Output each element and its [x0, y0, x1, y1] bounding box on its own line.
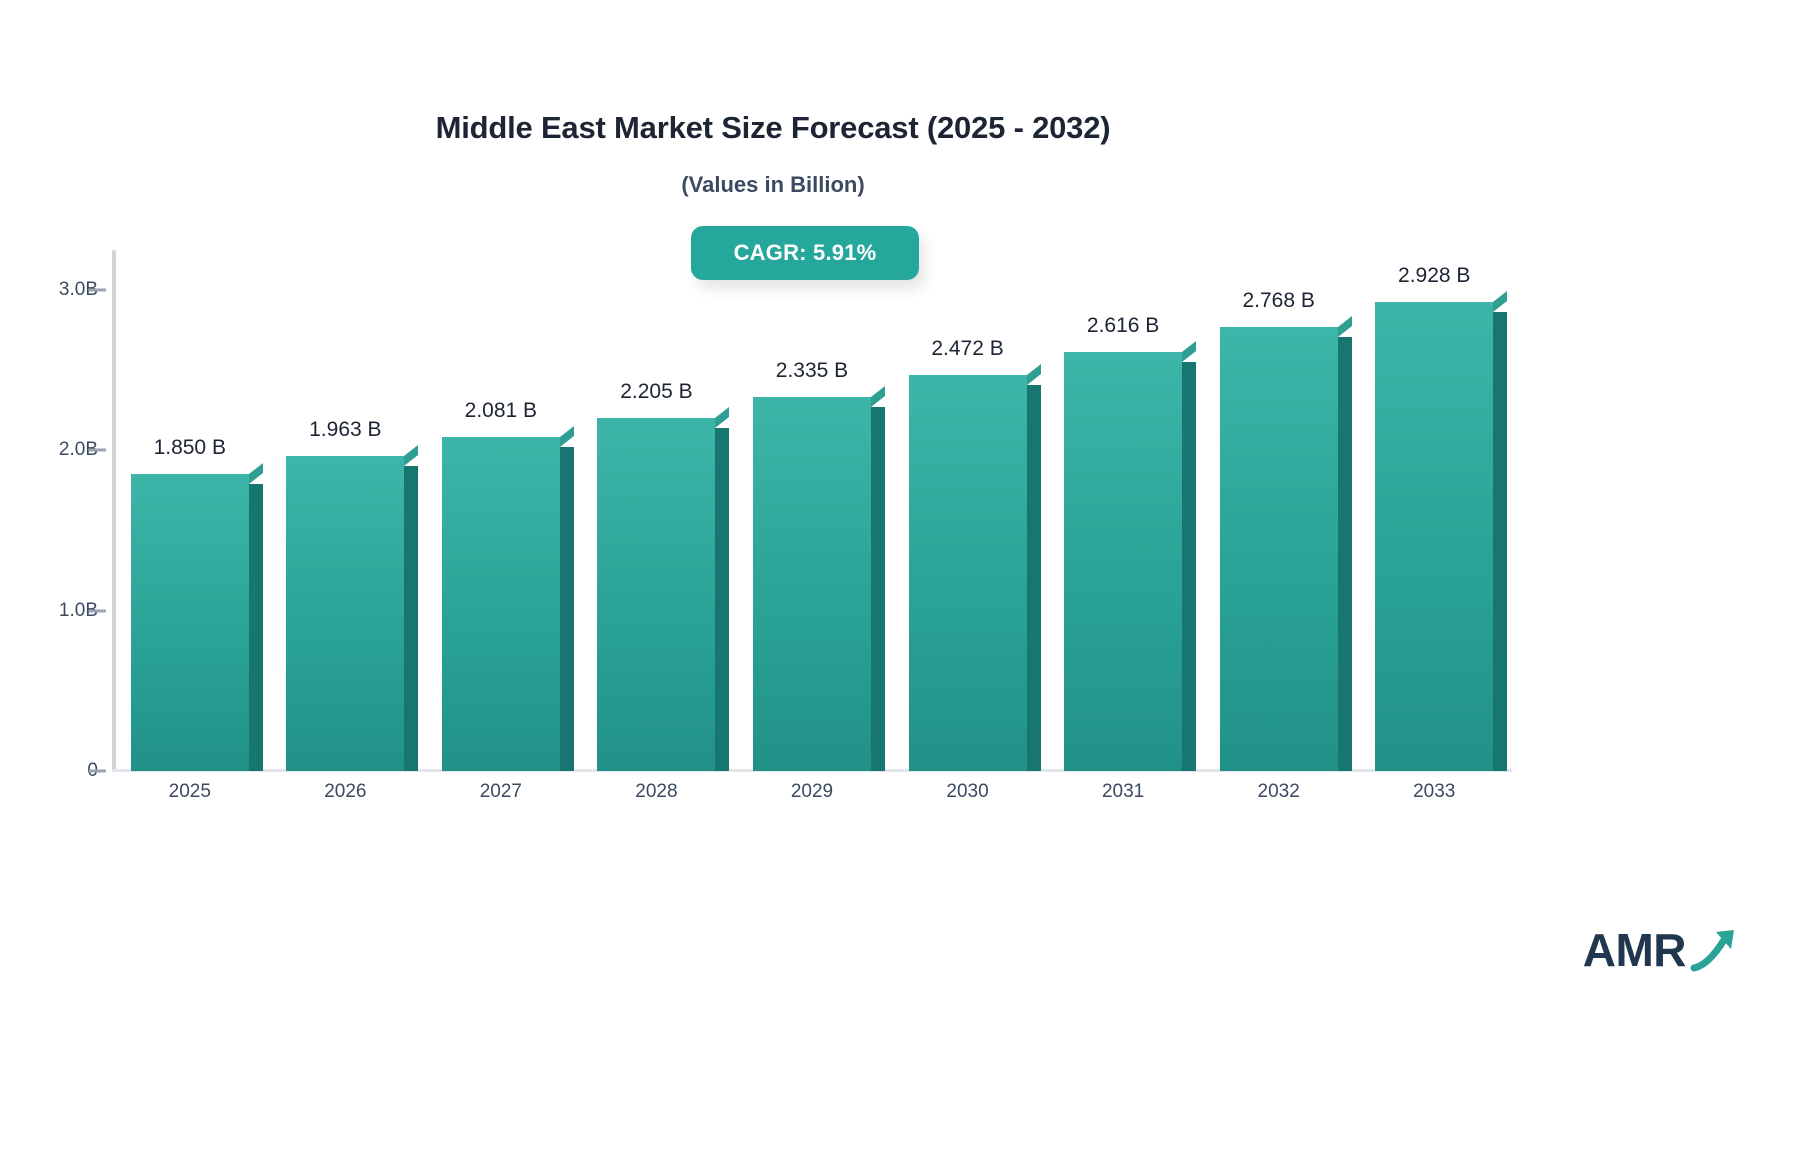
- x-axis-tick-label: 2029: [790, 781, 834, 802]
- bar-side-shadow: [559, 447, 574, 771]
- bar-top-bevel: [1337, 316, 1352, 338]
- bar-value-label: 2.472 B: [931, 336, 1004, 360]
- bar-value-label: 2.205 B: [620, 379, 693, 403]
- x-axis-tick-label: 2030: [946, 781, 989, 802]
- bar-top-bevel: [404, 445, 419, 467]
- bar-side-shadow: [715, 427, 730, 771]
- y-axis-tick-mark: [89, 288, 106, 292]
- bar-group[interactable]: 2.928 B: [1375, 264, 1508, 771]
- bar-value-label: 2.768 B: [1242, 289, 1315, 313]
- bar-value-label: 2.335 B: [775, 358, 849, 382]
- x-axis-tick-label: 2028: [635, 781, 678, 802]
- bar[interactable]: [1375, 301, 1494, 771]
- y-axis-tick-label: 1.0B: [58, 599, 98, 621]
- bar-side-shadow: [1493, 311, 1508, 771]
- bar-value-label: 2.081 B: [464, 399, 538, 423]
- bar-group[interactable]: 2.616 B: [1064, 314, 1197, 771]
- bar[interactable]: [130, 474, 249, 771]
- bar-side-shadow: [404, 466, 419, 771]
- bar-top-bevel: [248, 463, 263, 485]
- bar-side-shadow: [248, 484, 263, 771]
- bar-group[interactable]: 2.081 B: [441, 399, 574, 771]
- y-axis-tick-mark: [89, 448, 106, 452]
- amr-logo: AMR: [1583, 926, 1742, 974]
- y-axis-tick-mark: [89, 769, 106, 773]
- y-axis-line: [112, 250, 116, 771]
- bar-top-bevel: [715, 406, 730, 428]
- bar-group[interactable]: 2.472 B: [908, 337, 1041, 771]
- bar-value-label: 1.850 B: [153, 436, 226, 460]
- bar-group[interactable]: 2.768 B: [1219, 289, 1352, 771]
- bar[interactable]: [441, 437, 560, 771]
- bar[interactable]: [753, 396, 871, 771]
- bar[interactable]: [908, 374, 1027, 771]
- bar[interactable]: [286, 456, 405, 771]
- x-axis-tick-label: 2027: [479, 781, 523, 802]
- cagr-badge: CAGR: 5.91%: [691, 226, 919, 280]
- bar-side-shadow: [1182, 361, 1197, 771]
- bar-top-bevel: [559, 426, 574, 448]
- x-axis-tick-label: 2031: [1101, 781, 1145, 802]
- bar-group[interactable]: 1.850 B: [130, 436, 263, 771]
- plot-area: 1.850 B 1.963 B 2.081 B 2.205 B 2.335 B 2.472…: [112, 250, 1512, 771]
- bar-value-label: 2.616 B: [1086, 313, 1160, 337]
- chart-title: Middle East Market Size Forecast (2025 -…: [435, 110, 1111, 145]
- bar[interactable]: [1064, 351, 1183, 771]
- amr-logo-text: AMR: [1582, 924, 1687, 976]
- x-axis-tick-label: 2032: [1257, 781, 1300, 802]
- x-axis-tick-label: 2026: [324, 781, 367, 802]
- bar-group[interactable]: 2.205 B: [597, 380, 730, 771]
- y-axis-tick-label: 3.0B: [58, 279, 98, 301]
- bar-top-bevel: [1493, 290, 1508, 312]
- bar-side-shadow: [1026, 384, 1041, 771]
- bar[interactable]: [597, 417, 716, 771]
- bar[interactable]: [1219, 327, 1338, 771]
- bar-top-bevel: [1182, 340, 1197, 362]
- bar-group[interactable]: 1.963 B: [286, 418, 419, 771]
- y-axis-tick-label: 0: [18, 760, 98, 782]
- bar-value-label: 1.963 B: [309, 418, 382, 442]
- bar-group[interactable]: 2.335 B: [753, 359, 885, 771]
- bar-value-label: 2.928 B: [1398, 263, 1471, 287]
- bar-top-bevel: [871, 385, 885, 407]
- cagr-badge-label: CAGR: 5.91%: [733, 240, 877, 265]
- chart-subtitle: (Values in Billion): [681, 172, 865, 197]
- bar-side-shadow: [871, 406, 885, 771]
- arrow-up-right-icon: [1690, 930, 1734, 972]
- y-axis-tick-label: 2.0B: [58, 439, 98, 461]
- x-axis-tick-label: 2033: [1413, 781, 1456, 802]
- x-axis-tick-label: 2025: [168, 781, 211, 802]
- bar-top-bevel: [1026, 363, 1041, 385]
- bar-side-shadow: [1337, 337, 1352, 771]
- y-axis-tick-mark: [89, 609, 106, 613]
